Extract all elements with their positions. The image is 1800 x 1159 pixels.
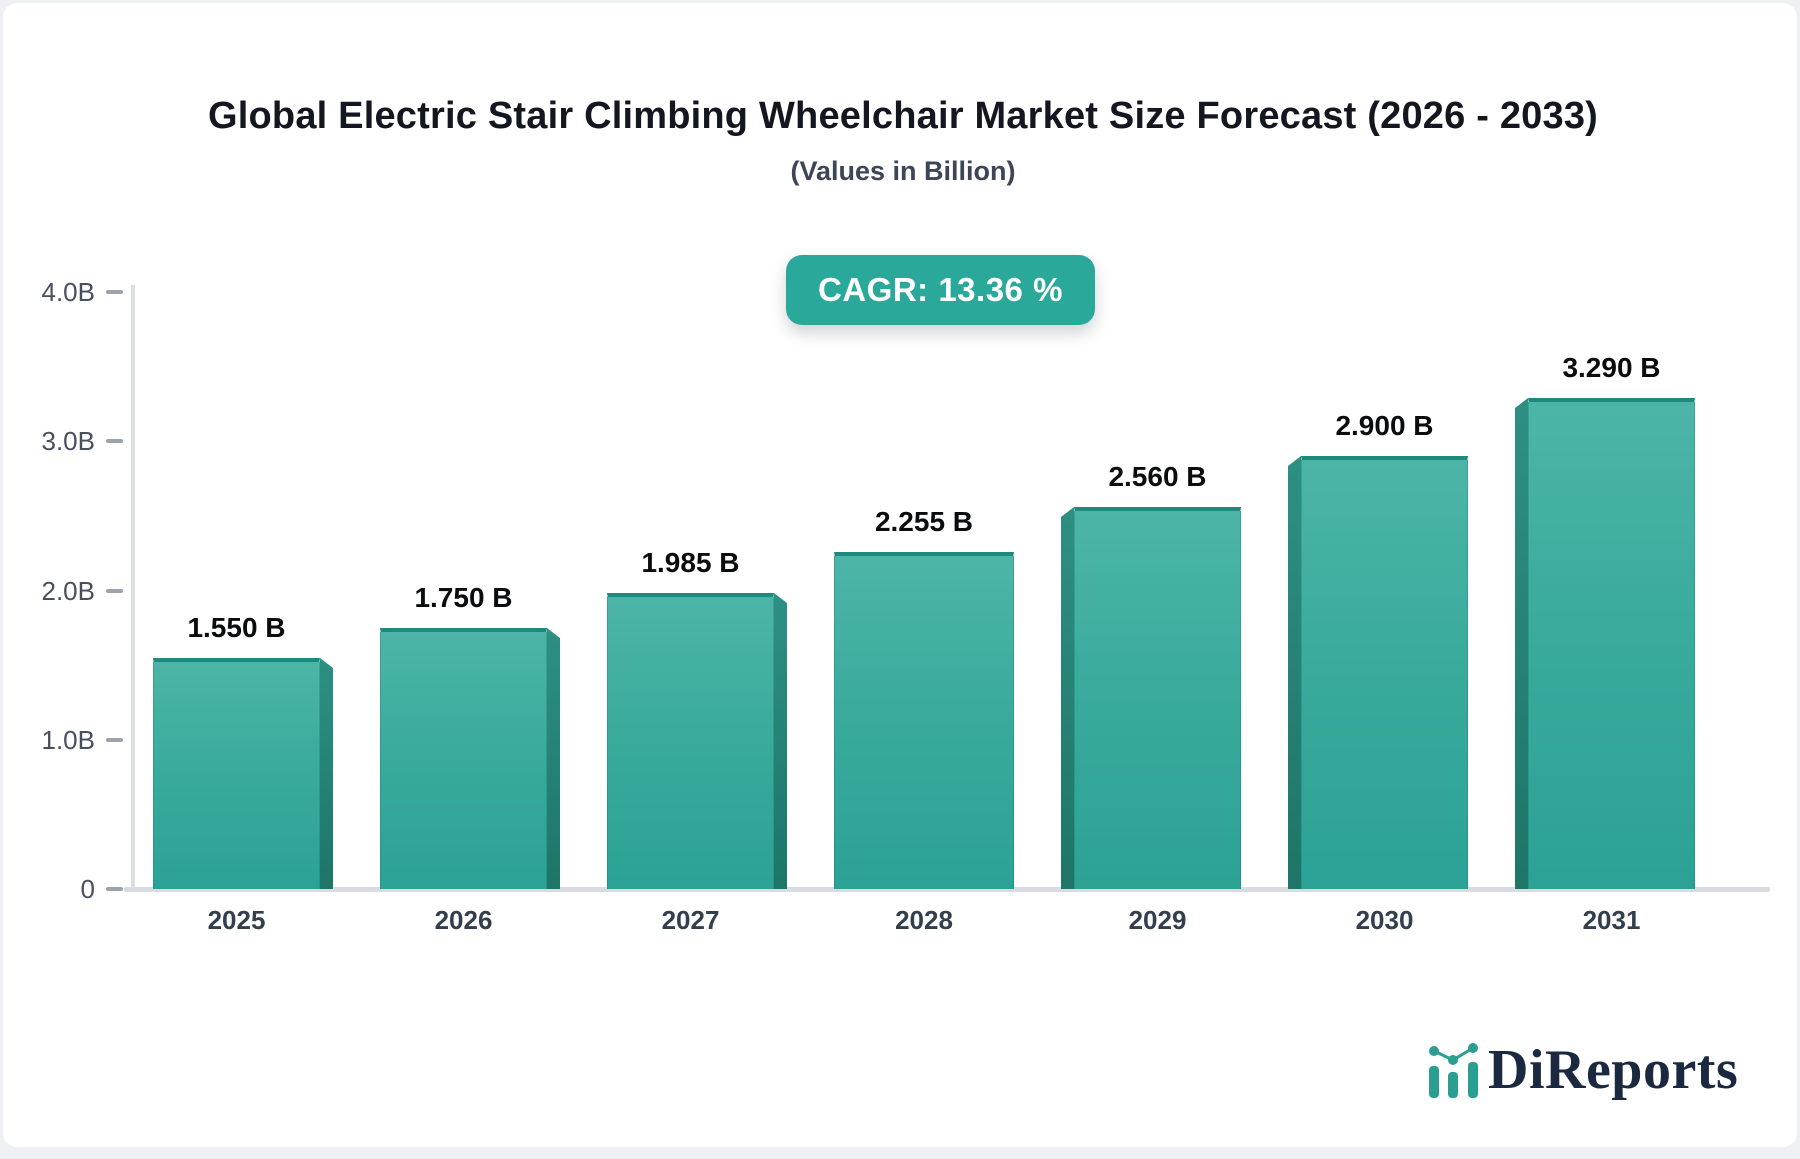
y-axis-line <box>131 285 135 891</box>
bar-2025 <box>153 658 333 889</box>
bar-2029 <box>1061 507 1241 889</box>
mini-bar-line-chart-icon <box>1429 1043 1478 1098</box>
bar-value-label: 2.900 B <box>1335 410 1434 441</box>
bar-3d-side <box>547 628 560 889</box>
x-axis-label: 2029 <box>1128 905 1187 935</box>
bar-face <box>1528 398 1695 889</box>
bar-face <box>1301 456 1468 889</box>
y-axis-tick-mark <box>106 887 123 891</box>
bar-2026 <box>380 628 560 889</box>
cagr-badge-label: CAGR: 13.36 % <box>818 271 1063 308</box>
bar-2030 <box>1288 456 1468 889</box>
bar-value-label: 2.255 B <box>874 506 974 537</box>
bar-3d-side <box>1515 398 1528 889</box>
chart-subtitle: (Values in Billion) <box>790 156 1016 186</box>
chart-card: Global Electric Stair Climbing Wheelchai… <box>3 3 1797 1147</box>
y-axis-tick-label: 4.0B <box>41 277 96 307</box>
bar-2028 <box>834 552 1014 889</box>
bar-value-label: 1.985 B <box>641 547 740 578</box>
y-axis-tick-mark <box>106 290 123 294</box>
cagr-badge: CAGR: 13.36 % <box>786 255 1095 325</box>
bar-3d-side <box>1061 507 1074 889</box>
bar-face <box>834 552 1014 889</box>
x-axis-label: 2031 <box>1582 905 1641 935</box>
y-axis-tick-label: 0 <box>80 874 95 904</box>
chart-header: Global Electric Stair Climbing Wheelchai… <box>3 95 1800 187</box>
brand-logo: DiReports <box>1428 1035 1738 1105</box>
y-axis-tick-mark <box>106 439 123 444</box>
y-axis-tick-label: 3.0B <box>41 426 96 457</box>
x-axis-line <box>124 887 1770 892</box>
bar-value-label: 2.560 B <box>1108 461 1207 492</box>
bar-2031 <box>1515 398 1695 889</box>
bar-3d-side <box>320 658 333 889</box>
bar-face <box>153 658 320 889</box>
x-axis-label: 2025 <box>207 905 266 935</box>
brand-name: DiReports <box>1488 1039 1739 1101</box>
y-axis-tick-label: 1.0B <box>41 724 96 755</box>
bar-3d-side <box>774 593 787 889</box>
bar-chart-plot: 0 1.0B 2.0B 3.0B 4.0B 1.550 B 2025 1.750 B 2026 1… <box>3 3 1800 1159</box>
chart-title: Global Electric Stair Climbing Wheelchai… <box>207 95 1599 137</box>
bar-value-label: 1.550 B <box>187 612 286 643</box>
bar-3d-side <box>1288 456 1301 889</box>
x-axis-label: 2028 <box>895 905 953 935</box>
bar-value-label: 1.750 B <box>414 582 513 613</box>
bar-face <box>1074 507 1241 889</box>
y-axis-tick-mark <box>106 737 123 742</box>
y-axis-tick-label: 2.0B <box>41 575 96 606</box>
bar-2027 <box>607 593 787 889</box>
bar-face <box>607 593 774 889</box>
x-axis-label: 2027 <box>661 905 720 935</box>
x-axis-label: 2026 <box>434 905 493 935</box>
bar-face <box>380 628 547 889</box>
y-axis-tick-mark <box>106 588 123 593</box>
bar-value-label: 3.290 B <box>1562 352 1661 383</box>
x-axis-label: 2030 <box>1355 905 1414 935</box>
